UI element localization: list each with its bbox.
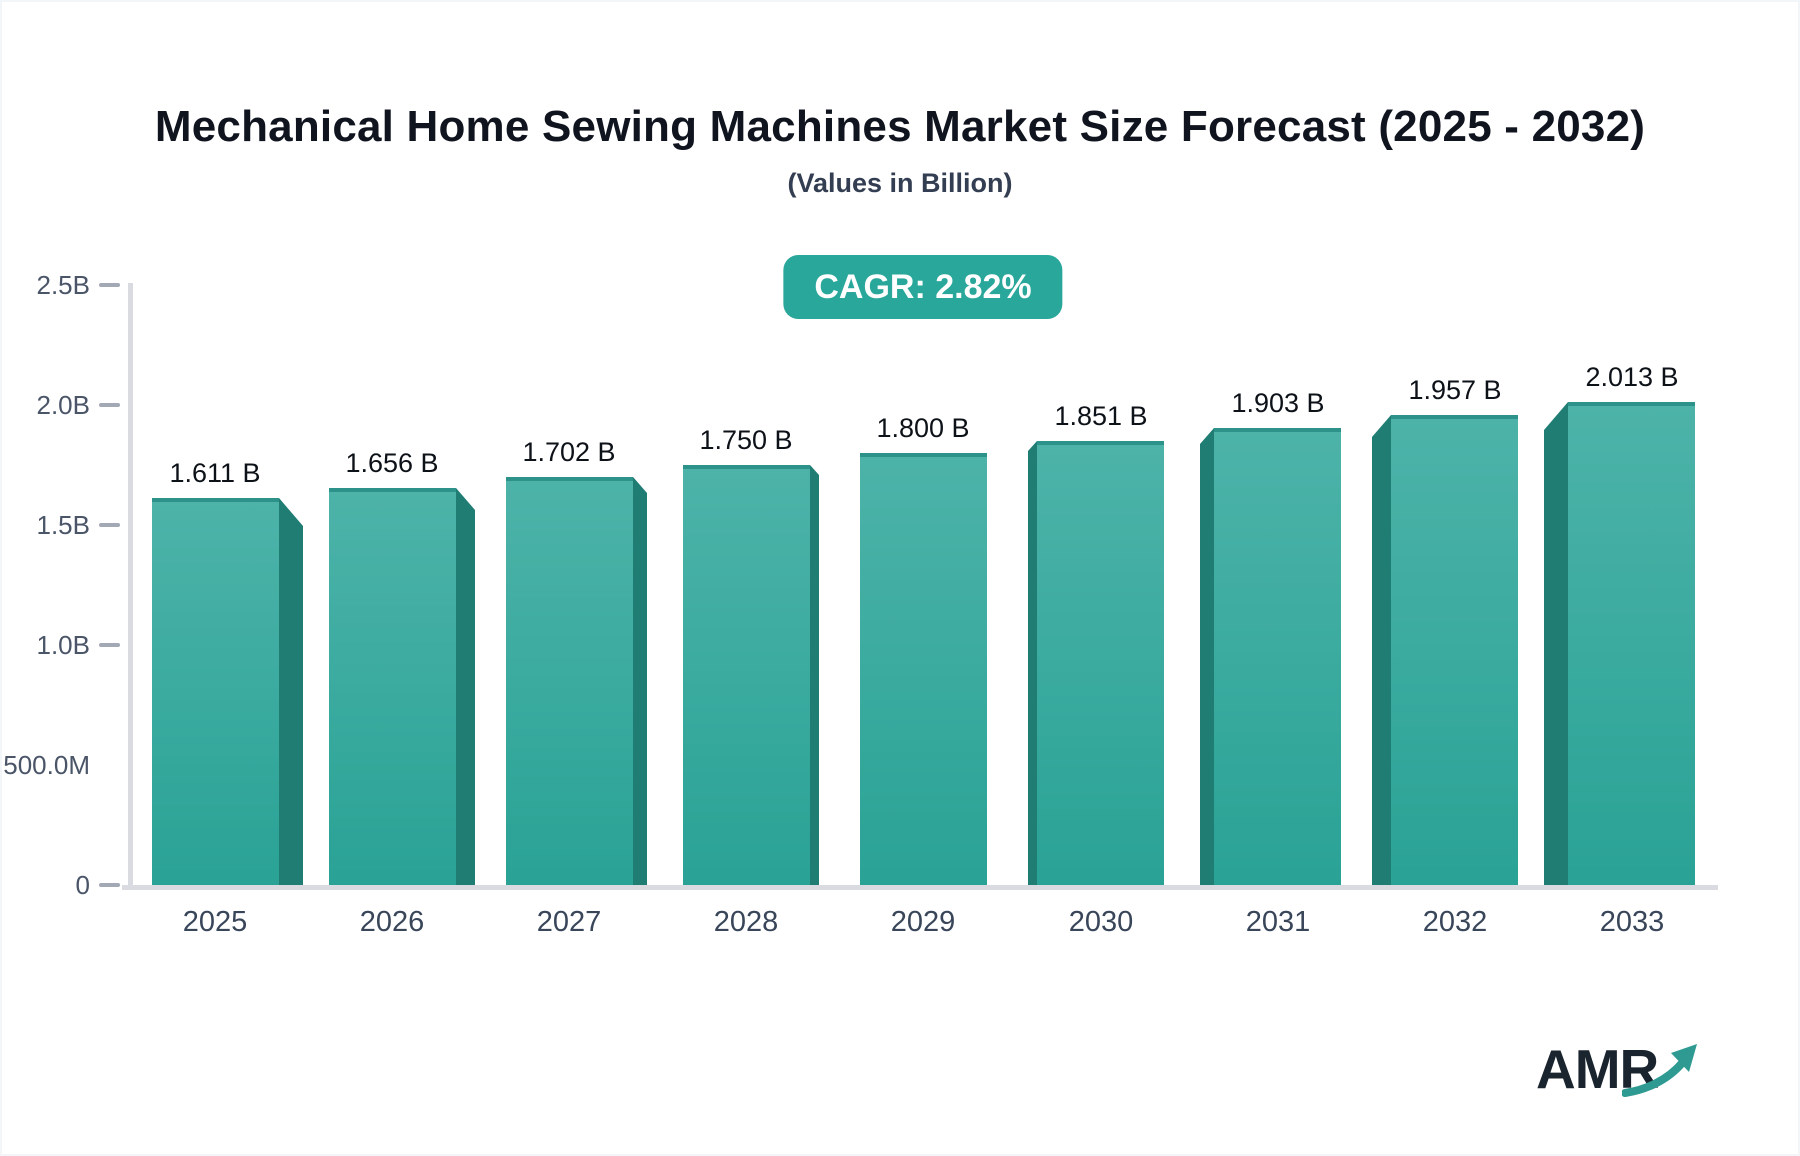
bar-2028[interactable]: [683, 465, 810, 888]
bar-2033[interactable]: [1568, 402, 1695, 888]
amr-logo: AMR: [1536, 1038, 1726, 1102]
y-tick-label: 500.0M: [3, 750, 90, 780]
bar-2027[interactable]: [506, 477, 633, 888]
x-axis-label: 2032: [1422, 906, 1488, 938]
bar-value-label: 2.013 B: [1585, 362, 1679, 392]
bar-side-2026[interactable]: [456, 488, 475, 888]
bar-side-2030[interactable]: [1028, 441, 1037, 888]
y-tick-label: 0: [75, 870, 90, 900]
bar-side-2032[interactable]: [1372, 415, 1391, 888]
bar-value-label: 1.957 B: [1408, 375, 1502, 405]
bar-value-label: 1.702 B: [522, 437, 616, 467]
x-axis-label: 2033: [1599, 906, 1665, 938]
growth-arrow-icon: [1622, 1044, 1697, 1097]
bar-value-label: 1.851 B: [1054, 401, 1148, 431]
x-axis-label: 2029: [890, 906, 956, 938]
bar-value-label: 1.903 B: [1231, 388, 1325, 418]
bar-value-label: 1.800 B: [876, 413, 970, 443]
bar-2032[interactable]: [1391, 415, 1518, 888]
x-axis-label: 2025: [182, 906, 248, 938]
bar-side-2027[interactable]: [633, 477, 647, 888]
x-axis-label: 2027: [536, 906, 602, 938]
x-axis-label: 2031: [1245, 906, 1311, 938]
bar-2030[interactable]: [1037, 441, 1164, 888]
y-tick-dash: [99, 403, 120, 407]
bar-2025[interactable]: [152, 498, 279, 888]
y-axis-line: [128, 283, 133, 890]
x-axis-label: 2028: [713, 906, 779, 938]
bar-2029[interactable]: [860, 453, 987, 888]
y-tick-dash: [99, 883, 120, 887]
chart-title: Mechanical Home Sewing Machines Market S…: [154, 102, 1646, 151]
x-axis-label: 2030: [1068, 906, 1134, 938]
bar-side-2028[interactable]: [810, 465, 819, 888]
y-tick-label: 2.0B: [36, 390, 91, 420]
bar-side-2025[interactable]: [279, 498, 303, 888]
bar-value-label: 1.750 B: [699, 425, 793, 455]
y-tick-label: 2.5B: [36, 270, 91, 300]
x-axis-line: [122, 885, 1718, 890]
y-tick-label: 1.5B: [36, 510, 91, 540]
bar-value-label: 1.656 B: [345, 448, 439, 478]
bar-side-2031[interactable]: [1200, 428, 1214, 888]
y-tick-dash: [99, 523, 120, 527]
x-axis-label: 2026: [359, 906, 425, 938]
cagr-badge: CAGR: 2.82%: [783, 255, 1063, 319]
y-tick-dash: [99, 643, 120, 647]
chart-subtitle: (Values in Billion): [787, 168, 1013, 198]
bar-2031[interactable]: [1214, 428, 1341, 888]
y-tick-label: 1.0B: [36, 630, 91, 660]
y-tick-dash: [99, 283, 120, 287]
bar-value-label: 1.611 B: [169, 458, 261, 488]
bar-2026[interactable]: [329, 488, 456, 888]
bar-side-2033[interactable]: [1544, 402, 1568, 888]
